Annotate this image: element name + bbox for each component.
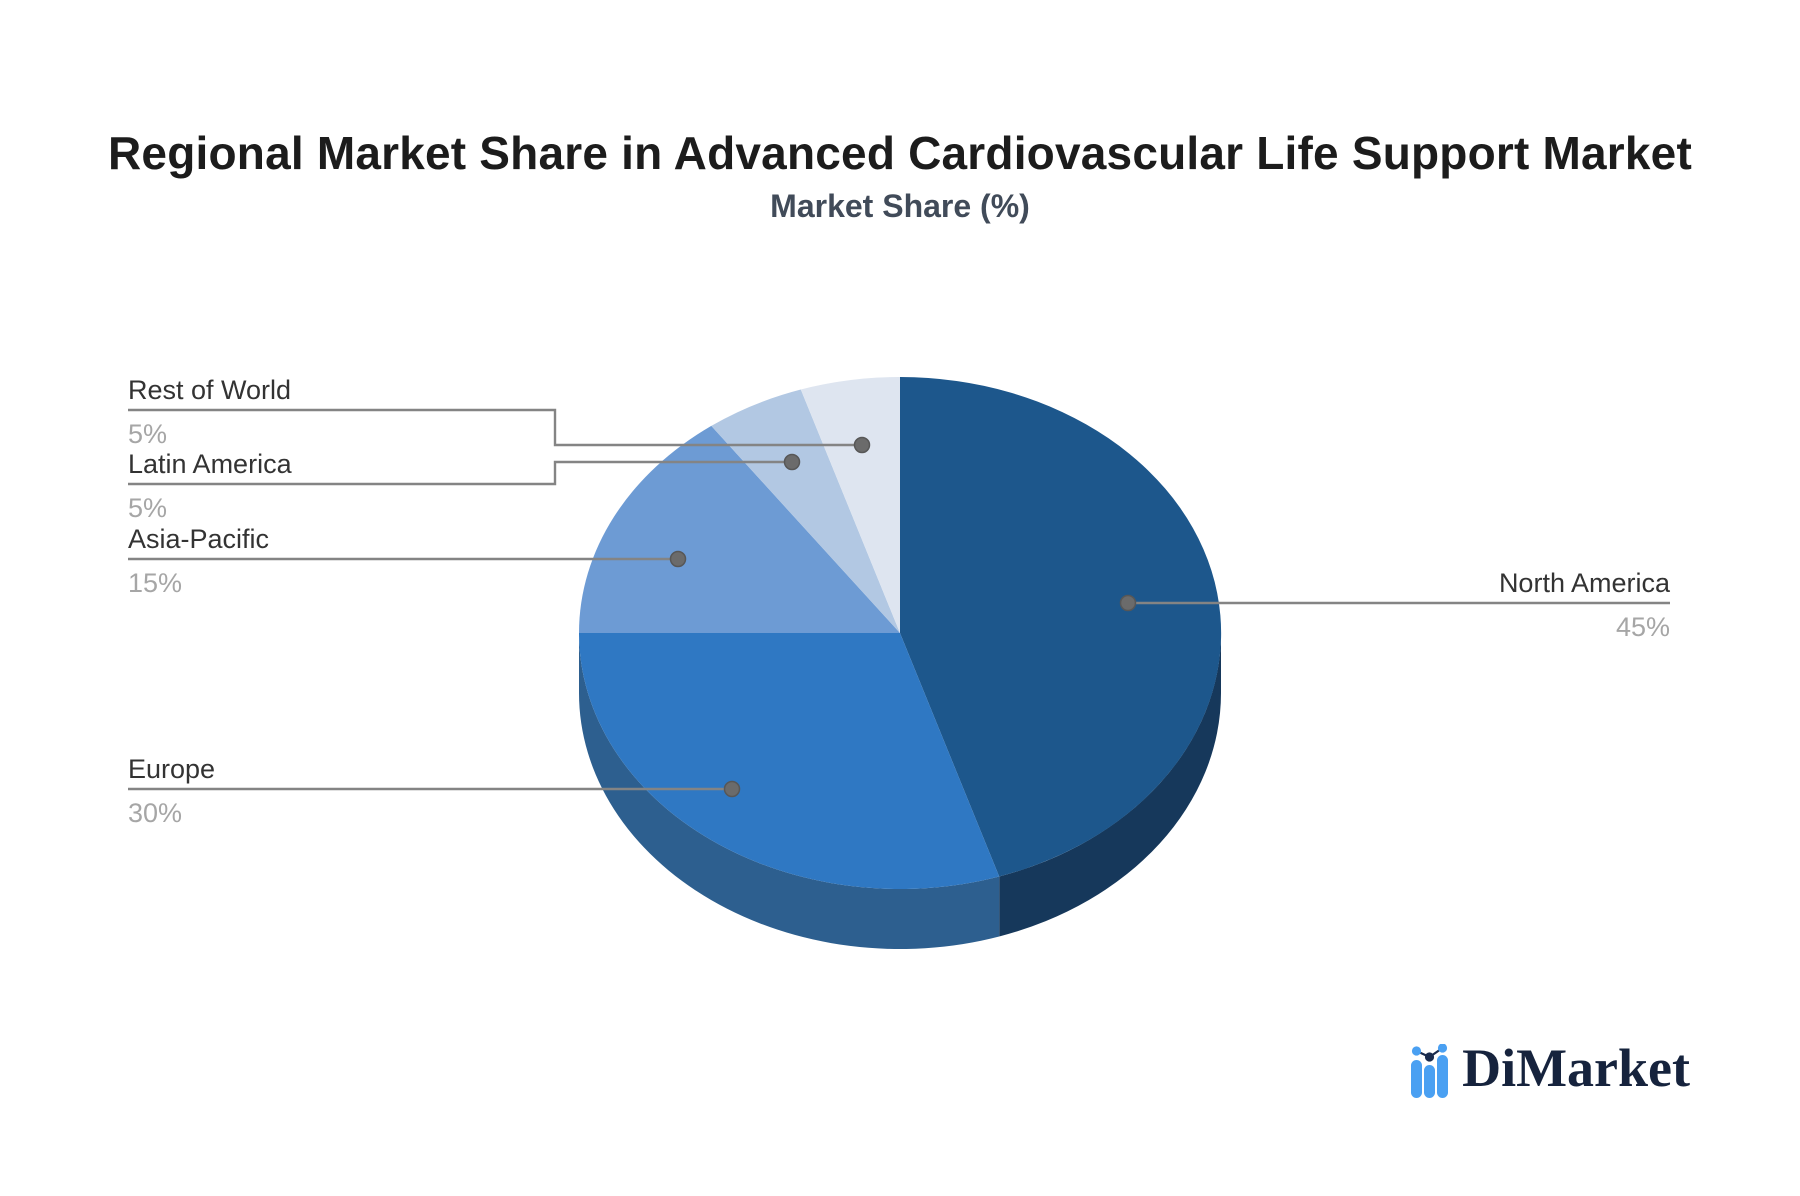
brand-name: DiMarket bbox=[1462, 1038, 1690, 1098]
callout-dot-asia-pacific bbox=[669, 550, 687, 568]
slice-label-europe: Europe bbox=[128, 754, 215, 784]
slice-value-europe: 30% bbox=[128, 798, 182, 828]
bar-line-chart-logo-icon bbox=[1411, 1044, 1449, 1098]
pie-slice-europe bbox=[579, 633, 1000, 890]
slice-value-asia-pacific: 15% bbox=[128, 568, 182, 598]
slice-value-latin-america: 5% bbox=[128, 493, 167, 523]
pie-slice-latin-america bbox=[711, 389, 900, 633]
slice-label-rest-of-world: Rest of World bbox=[128, 375, 291, 405]
logo-dot-3 bbox=[1437, 1044, 1448, 1053]
slice-value-north-america: 45% bbox=[1616, 612, 1670, 642]
brand-logo: DiMarket bbox=[1409, 1038, 1690, 1098]
callout-dot-rest-of-world bbox=[853, 436, 871, 454]
logo-bar-1 bbox=[1411, 1060, 1423, 1098]
callout-dot-europe bbox=[723, 780, 741, 798]
callout-dot-north-america bbox=[1119, 594, 1137, 612]
slice-value-rest-of-world: 5% bbox=[128, 419, 167, 449]
slice-label-north-america: North America bbox=[1499, 568, 1671, 598]
pie-slice-side-north-america bbox=[999, 633, 1221, 937]
slice-label-asia-pacific: Asia-Pacific bbox=[128, 524, 269, 554]
pie-slice-asia-pacific bbox=[579, 425, 900, 633]
logo-bar-2 bbox=[1424, 1065, 1436, 1098]
chart-subtitle: Market Share (%) bbox=[770, 188, 1030, 224]
pie-slice-north-america bbox=[900, 376, 1222, 877]
callout-line-latin-america bbox=[128, 460, 792, 486]
logo-bar-3 bbox=[1437, 1055, 1449, 1098]
pie-slice-side-europe bbox=[579, 633, 1000, 950]
callout-dot-latin-america bbox=[783, 453, 801, 471]
chart-title: Regional Market Share in Advanced Cardio… bbox=[108, 127, 1692, 179]
slice-label-latin-america: Latin America bbox=[128, 449, 293, 479]
logo-dot-2 bbox=[1424, 1052, 1435, 1062]
pie-slice-rest-of-world bbox=[800, 377, 900, 633]
callout-line-rest-of-world bbox=[128, 408, 862, 447]
logo-dot-1 bbox=[1411, 1046, 1422, 1056]
